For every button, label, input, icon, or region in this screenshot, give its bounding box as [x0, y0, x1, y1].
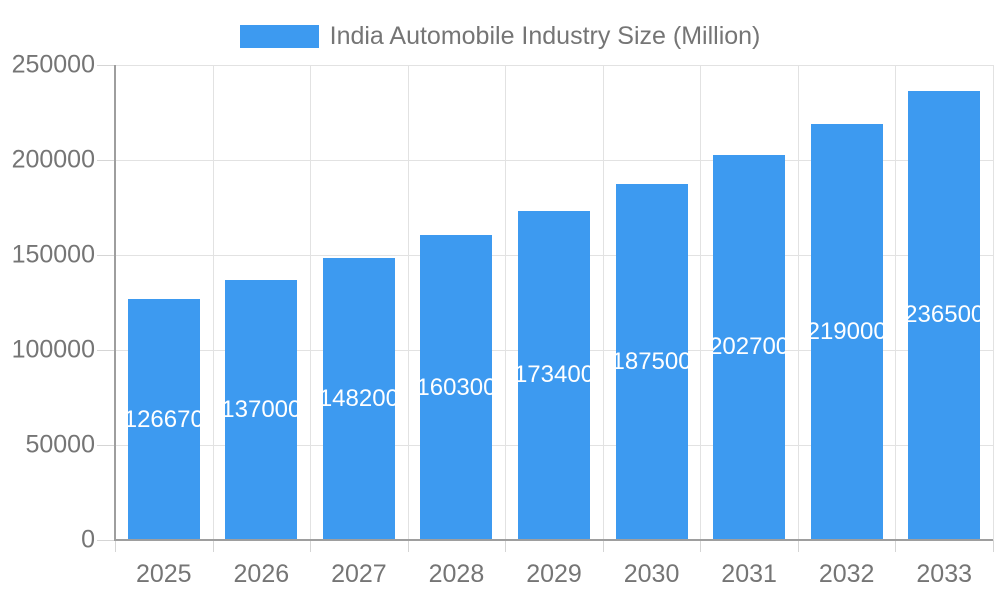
bar-value-label: 236500 — [908, 301, 981, 329]
gridline-vertical — [993, 65, 994, 540]
legend-swatch-icon — [239, 25, 319, 48]
y-axis-tick — [97, 160, 115, 161]
bar-value-label: 173400 — [518, 361, 590, 389]
gridline-vertical — [797, 65, 799, 540]
x-axis-tick — [212, 540, 214, 552]
gridline-vertical — [895, 65, 897, 540]
bar-value-label: 219000 — [810, 317, 883, 345]
x-axis-tick — [310, 540, 312, 552]
x-axis-tick — [115, 540, 116, 552]
y-axis-line — [114, 65, 116, 541]
x-axis-tick — [602, 540, 604, 552]
x-axis-tick — [895, 540, 897, 552]
x-axis-tick — [993, 540, 994, 552]
gridline-horizontal — [115, 160, 993, 161]
y-axis-tick — [97, 255, 115, 256]
x-axis-tick — [797, 540, 799, 552]
gridline-vertical — [407, 65, 409, 540]
x-axis-tick-label: 2033 — [916, 560, 973, 588]
gridline-vertical — [212, 65, 214, 540]
bar-value-label: 137000 — [225, 395, 298, 423]
x-axis-tick — [505, 540, 507, 552]
y-axis-tick-label: 100000 — [11, 335, 95, 364]
bar-2026[interactable]: 137000 — [225, 279, 298, 540]
y-axis-tick-label: 200000 — [11, 145, 95, 174]
bar-value-label: 187500 — [615, 347, 688, 375]
gridline-vertical — [505, 65, 507, 540]
gridline-vertical — [700, 65, 702, 540]
bar-2028[interactable]: 160300 — [420, 235, 493, 540]
gridline-vertical — [310, 65, 312, 540]
bar-2029[interactable]: 173400 — [518, 210, 590, 540]
bar-value-label: 160300 — [420, 373, 493, 401]
bar-2027[interactable]: 148200 — [322, 258, 395, 540]
y-axis-tick — [97, 540, 115, 541]
x-axis-tick-label: 2025 — [135, 560, 192, 588]
x-axis-line — [115, 539, 993, 541]
x-axis-tick-label: 2030 — [623, 560, 680, 588]
gridline-vertical — [602, 65, 604, 540]
bar-2031[interactable]: 202700 — [713, 154, 786, 540]
y-axis-tick-label: 250000 — [11, 50, 95, 79]
bar-value-label: 148200 — [322, 385, 395, 413]
y-axis-tick-label: 0 — [81, 525, 95, 554]
x-axis-tick-label: 2026 — [233, 560, 290, 588]
x-axis-tick-label: 2027 — [331, 560, 387, 588]
x-axis-tick-label: 2029 — [526, 560, 582, 588]
x-axis-tick-label: 2032 — [818, 560, 875, 588]
x-axis-tick-label: 2028 — [428, 560, 485, 588]
bar-value-label: 126670 — [127, 405, 200, 433]
y-axis-tick — [97, 65, 115, 66]
bar-value-label: 202700 — [713, 333, 786, 361]
bar-2025[interactable]: 126670 — [127, 299, 200, 540]
bar-2033[interactable]: 236500 — [908, 90, 981, 540]
y-axis-tick — [97, 350, 115, 351]
x-axis-tick-label: 2031 — [721, 560, 777, 588]
bar-2030[interactable]: 187500 — [615, 183, 688, 540]
x-axis-tick — [407, 540, 409, 552]
bar-2032[interactable]: 219000 — [810, 123, 883, 540]
gridline-horizontal — [115, 65, 993, 66]
y-axis-tick-label: 150000 — [11, 240, 95, 269]
legend[interactable]: India Automobile Industry Size (Million) — [0, 22, 1000, 51]
y-axis-tick — [97, 445, 115, 446]
x-axis-tick — [700, 540, 702, 552]
y-axis-tick-label: 50000 — [25, 430, 95, 459]
legend-label: India Automobile Industry Size (Million) — [329, 22, 761, 50]
